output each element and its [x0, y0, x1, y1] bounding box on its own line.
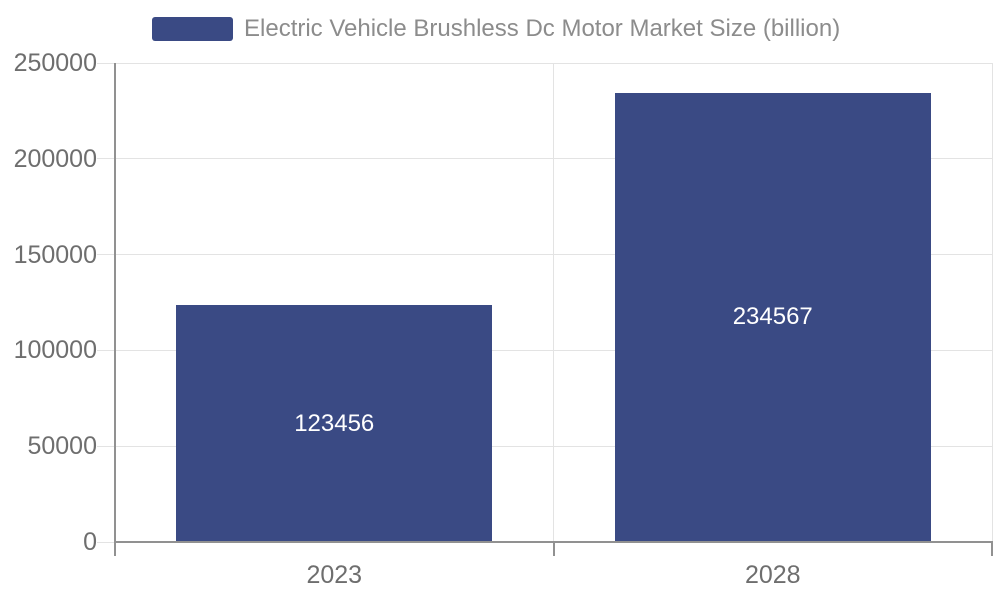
y-axis-tick	[97, 158, 115, 160]
gridline-vertical	[553, 63, 554, 542]
x-axis-line	[114, 541, 993, 543]
y-axis-tick	[97, 541, 115, 543]
legend-swatch	[152, 17, 233, 41]
y-axis-tick-label: 200000	[13, 144, 97, 173]
y-axis-tick	[97, 254, 115, 256]
x-axis-tick-label: 2023	[306, 561, 363, 589]
x-axis-tick	[552, 542, 555, 556]
x-axis-tick-label: 2028	[744, 561, 801, 589]
y-axis-tick-label: 250000	[13, 49, 97, 77]
y-axis-tick-label: 0	[83, 528, 97, 556]
bar-value-label: 123456	[294, 409, 375, 437]
bar-2028[interactable]: 234567	[614, 92, 931, 542]
legend-label: Electric Vehicle Brushless Dc Motor Mark…	[244, 15, 841, 42]
y-axis-tick	[97, 62, 115, 64]
y-axis-tick	[97, 349, 115, 351]
bar-2023[interactable]: 123456	[176, 305, 493, 542]
y-axis-tick-label: 100000	[13, 336, 97, 365]
gridline-vertical	[991, 63, 993, 542]
x-axis-tick	[991, 542, 993, 556]
legend-item[interactable]: Electric Vehicle Brushless Dc Motor Mark…	[152, 13, 840, 45]
y-axis-line	[114, 63, 116, 542]
y-axis-tick-label: 150000	[13, 240, 97, 269]
y-axis-tick-label: 50000	[27, 432, 97, 461]
bar-value-label: 234567	[732, 303, 813, 331]
y-axis-tick	[97, 445, 115, 447]
x-axis-tick	[114, 542, 116, 556]
